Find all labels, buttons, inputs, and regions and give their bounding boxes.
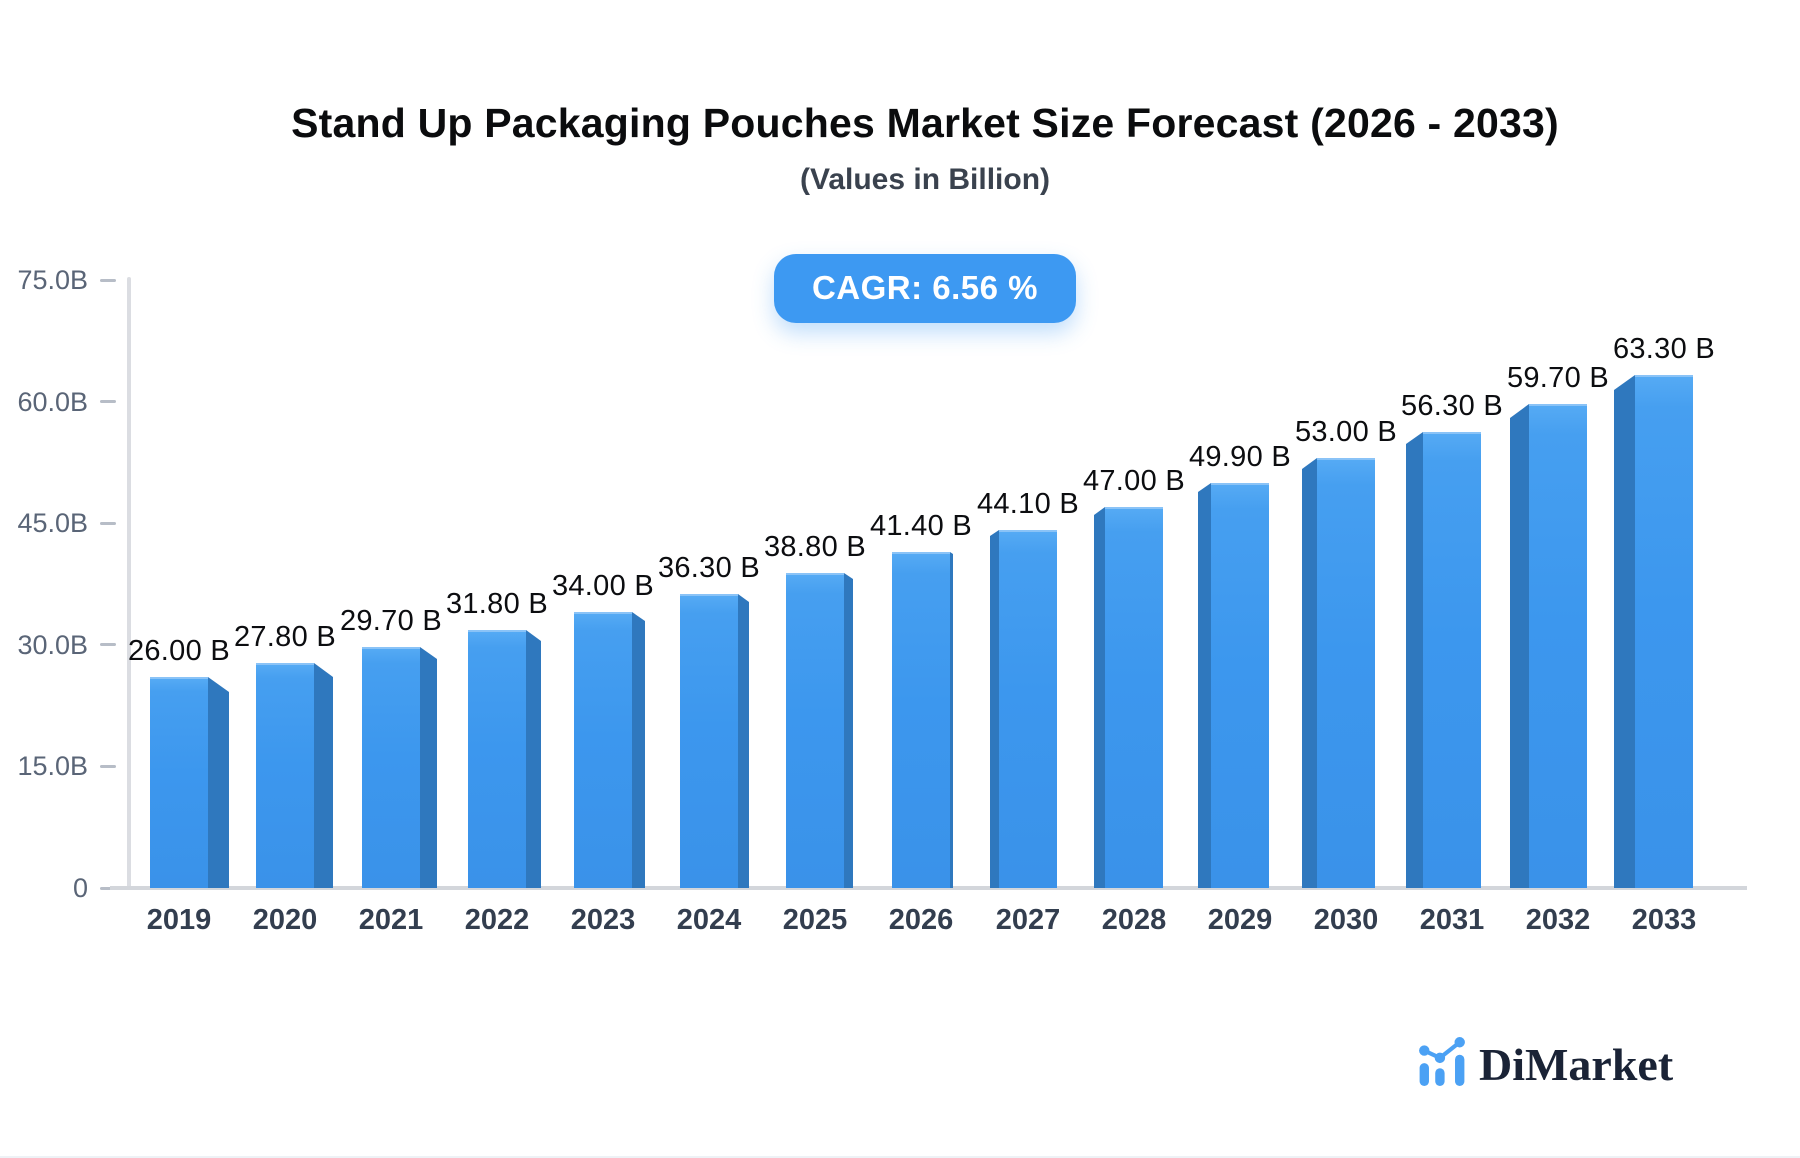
brand-name: DiMarket — [1479, 1038, 1674, 1090]
bar-value-label: 38.80 B — [763, 531, 867, 563]
bar-side-face — [314, 663, 333, 888]
x-axis-tick-label: 2023 — [570, 904, 636, 936]
bar-side-face — [950, 552, 953, 888]
cagr-badge-row: CAGR: 6.56 % — [50, 254, 1800, 323]
bar-value-label: 27.80 B — [233, 621, 337, 653]
y-axis-tick-mark — [100, 278, 116, 282]
value-axis-line — [127, 277, 131, 888]
bar-side-face — [420, 647, 437, 888]
bar-2031 — [1423, 432, 1481, 888]
y-axis-tick-mark — [100, 521, 116, 525]
bar-2021 — [362, 647, 420, 888]
bar-2024 — [680, 594, 738, 888]
bar-value-label: 56.30 B — [1400, 390, 1504, 422]
bar-2020 — [256, 663, 314, 888]
bar-value-label: 53.00 B — [1294, 416, 1398, 448]
y-axis-tick-label: 60.0B — [17, 386, 88, 417]
bar-2027 — [999, 530, 1057, 888]
bar-2030 — [1317, 458, 1375, 888]
bar-side-face — [526, 630, 541, 888]
chart-subtitle: (Values in Billion) — [799, 163, 1051, 196]
bar-side-face — [1510, 404, 1529, 888]
bar-value-label: 29.70 B — [339, 605, 443, 637]
x-axis-tick-label: 2030 — [1313, 904, 1379, 936]
bar-value-label: 36.30 B — [657, 552, 761, 584]
bar-2023 — [574, 612, 632, 888]
cagr-badge: CAGR: 6.56 % — [773, 254, 1077, 323]
bar-value-label: 26.00 B — [127, 635, 231, 667]
mini-bar-chart-icon — [1419, 1037, 1465, 1086]
y-axis-tick-mark — [100, 886, 116, 890]
y-axis-tick-label: 75.0B — [17, 265, 88, 295]
y-axis-tick-label: 15.0B — [17, 751, 88, 782]
y-axis-tick-mark — [100, 764, 116, 768]
bar-side-face — [990, 530, 999, 888]
y-axis-tick-label: 45.0B — [17, 508, 88, 539]
x-axis-tick-label: 2032 — [1525, 904, 1591, 936]
category-axis-line — [110, 886, 1747, 890]
bar-value-label: 41.40 B — [869, 510, 973, 542]
y-axis-tick-mark — [100, 400, 116, 404]
bar-2025 — [786, 573, 844, 888]
bar-2032 — [1529, 404, 1587, 888]
brand-logo: DiMarket — [1418, 1036, 1674, 1090]
bar-2026 — [892, 552, 950, 888]
x-axis-tick-label: 2033 — [1631, 904, 1697, 936]
x-axis-tick-label: 2031 — [1419, 904, 1485, 936]
bar-value-label: 49.90 B — [1188, 441, 1292, 473]
bar-side-face — [738, 594, 749, 888]
bar-side-face — [1302, 458, 1317, 888]
bar-2019 — [150, 677, 208, 888]
bar-side-face — [1094, 507, 1105, 888]
x-axis-tick-label: 2028 — [1101, 904, 1167, 936]
x-axis-tick-label: 2027 — [995, 904, 1061, 936]
bar-value-label: 47.00 B — [1082, 465, 1186, 497]
bar-side-face — [632, 612, 645, 888]
bar-side-face — [844, 573, 853, 888]
x-axis-tick-label: 2025 — [782, 904, 848, 936]
chart-title: Stand Up Packaging Pouches Market Size F… — [291, 100, 1559, 146]
bar-side-face — [1406, 432, 1423, 888]
x-axis-tick-label: 2029 — [1207, 904, 1273, 936]
bar-side-face — [1614, 375, 1635, 888]
x-axis-tick-label: 2022 — [464, 904, 530, 936]
bar-2029 — [1211, 483, 1269, 888]
x-axis-tick-label: 2026 — [888, 904, 954, 936]
x-axis-tick-label: 2021 — [358, 904, 424, 936]
bar-value-label: 59.70 B — [1506, 362, 1610, 394]
y-axis-tick-label: 0 — [72, 873, 88, 903]
bar-2033 — [1635, 375, 1693, 888]
bar-value-label: 31.80 B — [445, 588, 549, 620]
x-axis-tick-label: 2024 — [676, 904, 742, 936]
bar-value-label: 44.10 B — [976, 488, 1080, 520]
x-axis-tick-label: 2019 — [146, 904, 212, 936]
bar-2028 — [1105, 507, 1163, 888]
y-axis-tick-label: 30.0B — [17, 629, 88, 660]
bar-2022 — [468, 630, 526, 888]
x-axis-tick-label: 2020 — [252, 904, 318, 936]
bar-value-label: 63.30 B — [1612, 333, 1716, 365]
y-axis-tick-mark — [100, 643, 116, 647]
bar-side-face — [1198, 483, 1211, 888]
bar-side-face — [208, 677, 229, 888]
bar-value-label: 34.00 B — [551, 570, 655, 602]
